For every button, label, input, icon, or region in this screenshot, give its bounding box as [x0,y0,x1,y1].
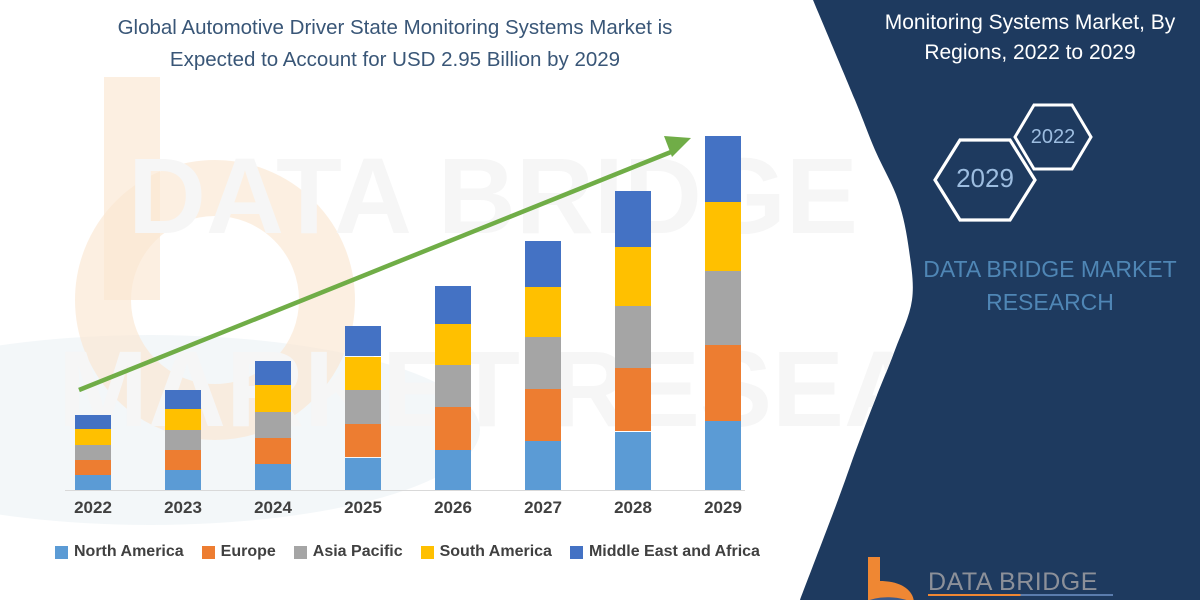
svg-text:2029: 2029 [956,163,1014,193]
svg-text:2022: 2022 [1031,126,1076,148]
